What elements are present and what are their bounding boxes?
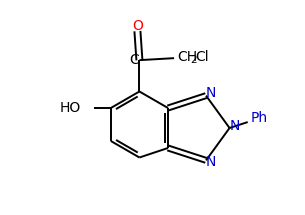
Text: N: N	[229, 119, 240, 133]
Text: CH: CH	[177, 50, 197, 64]
Text: 2: 2	[190, 55, 197, 65]
Text: N: N	[206, 86, 216, 100]
Text: HO: HO	[59, 101, 81, 115]
Text: C: C	[130, 53, 139, 67]
Text: O: O	[132, 19, 143, 33]
Text: N: N	[206, 155, 216, 169]
Text: Cl: Cl	[195, 50, 209, 64]
Text: Ph: Ph	[251, 111, 268, 125]
